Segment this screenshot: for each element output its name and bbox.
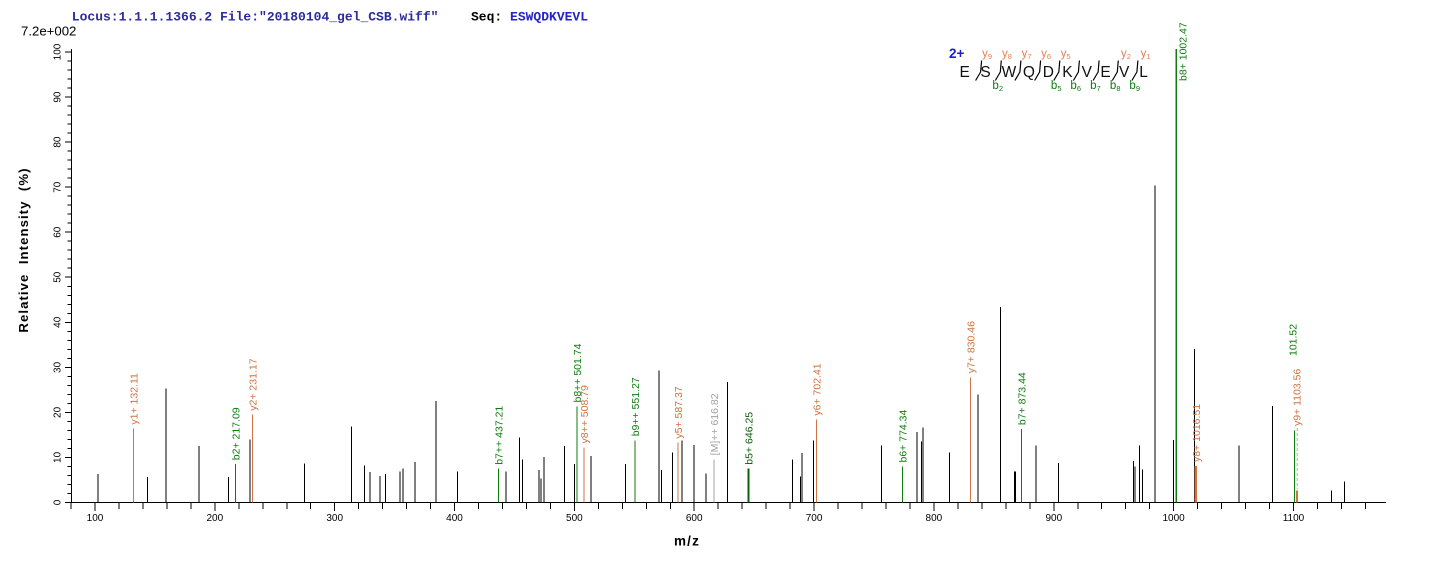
svg-text:600: 600 [686,513,703,524]
svg-text:E: E [1100,64,1110,81]
svg-text:Q: Q [1023,64,1035,81]
svg-text:y1+ 132.11: y1+ 132.11 [128,373,140,425]
svg-text:80: 80 [53,136,64,148]
svg-text:60: 60 [53,226,64,238]
svg-text:10: 10 [53,451,64,463]
svg-text:V: V [1082,64,1093,81]
svg-text:40: 40 [53,316,64,328]
svg-text:y9+ 1103.56: y9+ 1103.56 [1292,369,1304,426]
svg-text:y5: y5 [1061,48,1071,61]
svg-text:b2+ 217.09: b2+ 217.09 [231,407,243,460]
svg-text:Seq: ESWQDKVEVL: Seq: ESWQDKVEVL [471,10,588,25]
svg-text:y6+ 702.41: y6+ 702.41 [812,363,824,415]
svg-text:b9++ 551.27: b9++ 551.27 [630,377,642,436]
svg-text:y8++ 508.79: y8++ 508.79 [579,385,591,444]
svg-text:E: E [960,64,970,81]
svg-text:30: 30 [53,361,64,373]
svg-text:y2: y2 [1121,48,1131,61]
svg-text:b6+ 774.34: b6+ 774.34 [897,409,909,462]
svg-text:900: 900 [1045,513,1062,524]
svg-text:Relative Intensity (%): Relative Intensity (%) [16,167,31,332]
svg-text:S: S [980,64,990,81]
svg-text:0: 0 [53,499,64,505]
svg-text:y6: y6 [1041,48,1051,61]
svg-text:2+: 2+ [949,46,965,61]
svg-text:y5+ 587.37: y5+ 587.37 [673,386,685,438]
svg-text:b7++ 437.21: b7++ 437.21 [494,406,506,465]
svg-text:W: W [1002,64,1017,81]
svg-text:Locus:1.1.1.1366.2 File:"20180: Locus:1.1.1.1366.2 File:"20180104_gel_CS… [72,10,439,25]
svg-text:y1: y1 [1141,48,1151,61]
svg-text:b7: b7 [1090,80,1101,93]
svg-text:b2: b2 [992,80,1003,93]
svg-text:7.2e+002: 7.2e+002 [21,23,76,38]
svg-text:1100: 1100 [1283,513,1305,524]
svg-text:200: 200 [206,513,223,524]
svg-text:y9: y9 [982,48,992,61]
svg-text:[M]++ 616.82: [M]++ 616.82 [709,393,721,455]
svg-text:V: V [1119,64,1130,81]
svg-text:1000: 1000 [1162,513,1185,524]
svg-text:b8: b8 [1110,80,1121,93]
svg-text:700: 700 [806,513,823,524]
svg-text:y8+ 1016.51: y8+ 1016.51 [1191,404,1203,462]
svg-text:b8++ 501.74: b8++ 501.74 [572,343,584,402]
svg-text:y2+ 231.17: y2+ 231.17 [247,358,259,410]
svg-text:800: 800 [926,513,943,524]
svg-text:400: 400 [446,513,463,524]
svg-text:y7+ 830.46: y7+ 830.46 [966,321,978,373]
svg-text:b6: b6 [1070,80,1081,93]
svg-text:K: K [1062,64,1073,81]
svg-text:50: 50 [53,271,64,283]
svg-text:y8: y8 [1002,48,1012,61]
svg-text:500: 500 [566,513,583,524]
svg-text:101.52: 101.52 [1288,324,1300,356]
svg-text:b9: b9 [1129,80,1140,93]
svg-text:90: 90 [53,91,64,103]
svg-text:b5+ 646.25: b5+ 646.25 [744,412,756,465]
svg-text:m/z: m/z [674,534,700,549]
svg-text:b8+ 1002.47: b8+ 1002.47 [1178,22,1190,81]
svg-text:b7+ 873.44: b7+ 873.44 [1017,372,1029,425]
svg-text:300: 300 [326,513,343,524]
svg-text:70: 70 [53,181,64,193]
svg-text:y7: y7 [1022,48,1032,61]
svg-text:D: D [1043,64,1054,81]
svg-text:100: 100 [53,43,64,60]
svg-text:L: L [1139,64,1148,81]
svg-text:20: 20 [53,406,64,418]
svg-text:b5: b5 [1051,80,1062,93]
svg-text:100: 100 [87,513,104,524]
